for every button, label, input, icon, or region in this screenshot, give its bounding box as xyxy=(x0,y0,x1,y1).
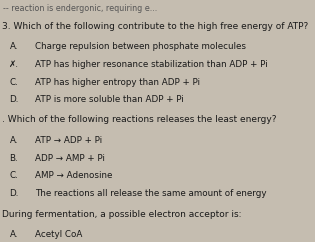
Text: -- reaction is endergonic, requiring e...: -- reaction is endergonic, requiring e..… xyxy=(3,4,158,13)
Text: The reactions all release the same amount of energy: The reactions all release the same amoun… xyxy=(35,189,266,198)
Text: ATP → ADP + Pi: ATP → ADP + Pi xyxy=(35,136,102,145)
Text: D.: D. xyxy=(9,95,19,104)
Text: A.: A. xyxy=(9,136,18,145)
Text: B.: B. xyxy=(9,154,18,163)
Text: ATP has higher resonance stabilization than ADP + Pi: ATP has higher resonance stabilization t… xyxy=(35,60,267,69)
Text: ✗.: ✗. xyxy=(9,60,20,69)
Text: ADP → AMP + Pi: ADP → AMP + Pi xyxy=(35,154,105,163)
Text: ATP has higher entropy than ADP + Pi: ATP has higher entropy than ADP + Pi xyxy=(35,78,200,87)
Text: ATP is more soluble than ADP + Pi: ATP is more soluble than ADP + Pi xyxy=(35,95,183,104)
Text: D.: D. xyxy=(9,189,19,198)
Text: Acetyl CoA: Acetyl CoA xyxy=(35,230,82,239)
Text: Charge repulsion between phosphate molecules: Charge repulsion between phosphate molec… xyxy=(35,42,246,51)
Text: AMP → Adenosine: AMP → Adenosine xyxy=(35,171,112,180)
Text: A.: A. xyxy=(9,230,18,239)
Text: C.: C. xyxy=(9,78,18,87)
Text: . Which of the following reactions releases the least energy?: . Which of the following reactions relea… xyxy=(2,115,276,124)
Text: A.: A. xyxy=(9,42,18,51)
Text: During fermentation, a possible electron acceptor is:: During fermentation, a possible electron… xyxy=(2,210,241,219)
Text: 3. Which of the following contribute to the high free energy of ATP?: 3. Which of the following contribute to … xyxy=(2,22,308,31)
Text: C.: C. xyxy=(9,171,18,180)
